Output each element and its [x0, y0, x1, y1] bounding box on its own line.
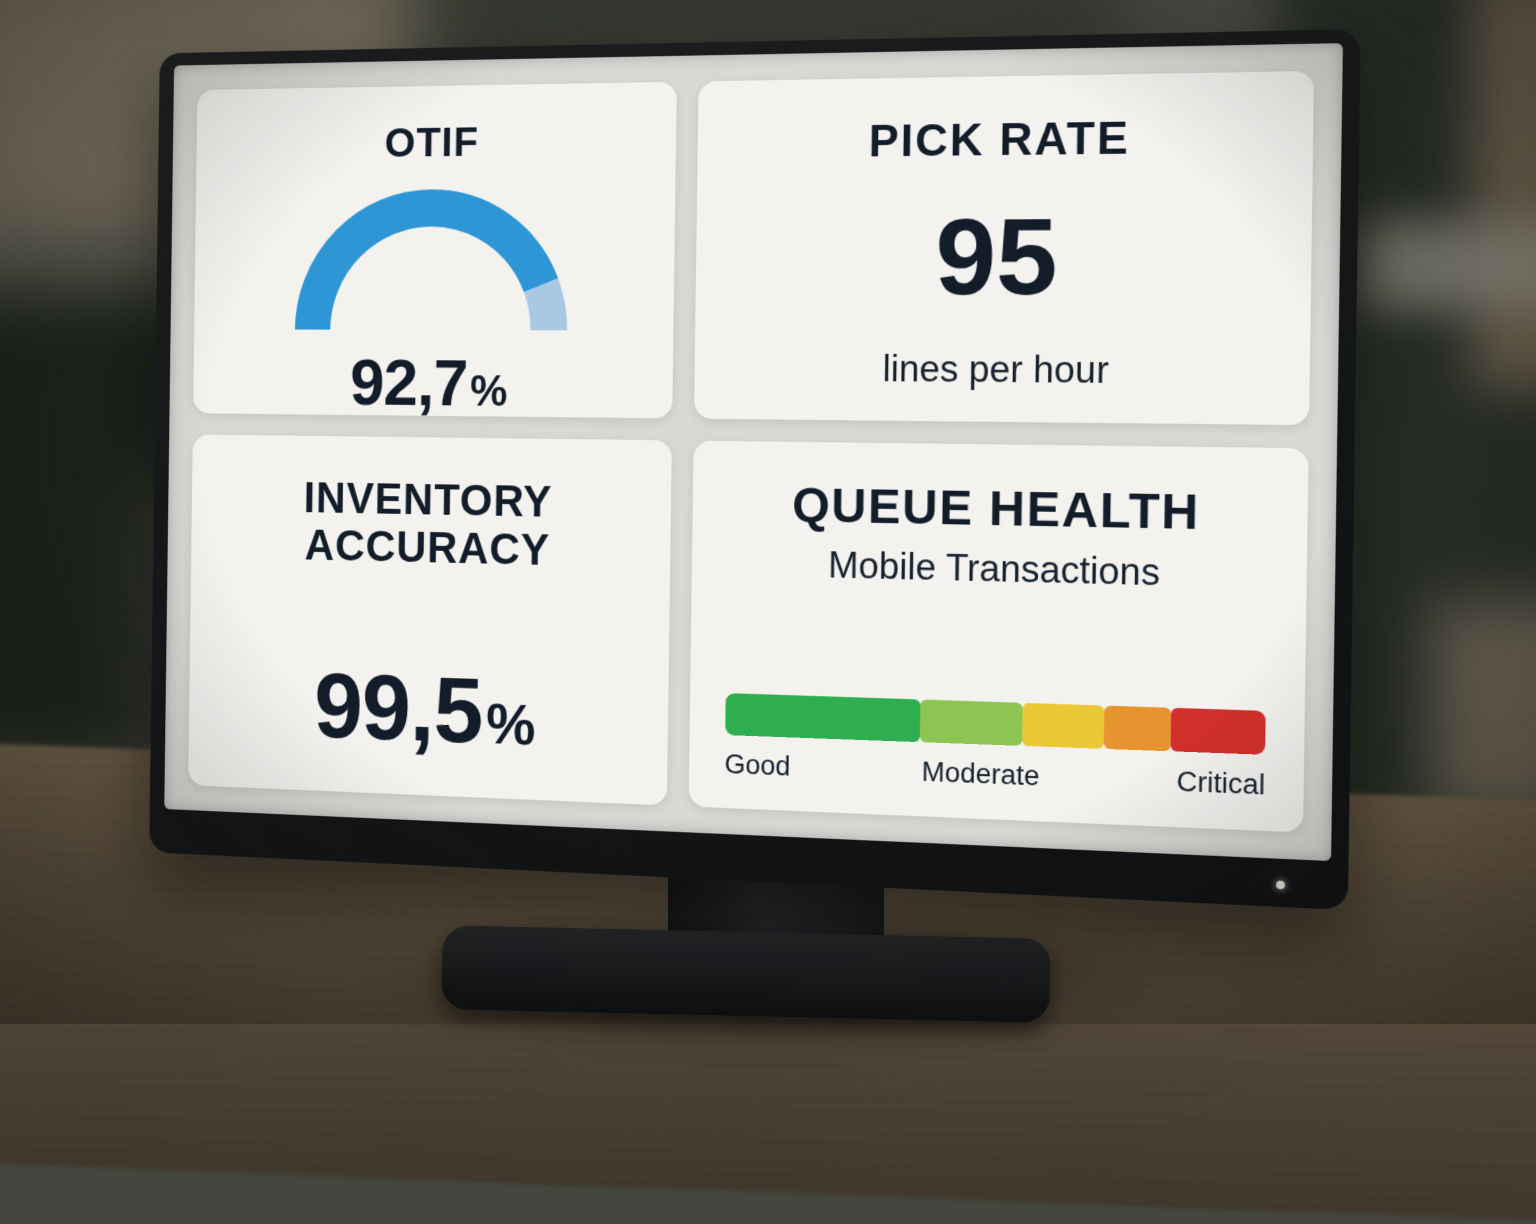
inventory-accuracy-title: INVENTORY ACCURACY — [303, 474, 553, 576]
queue-health-title: QUEUE HEALTH — [791, 479, 1201, 541]
scale-label-moderate: Moderate — [921, 756, 1040, 792]
scale-label-critical: Critical — [1176, 766, 1266, 801]
monitor: OTIF 92,7 % PICK RATE 95 lines per hour … — [149, 29, 1361, 911]
scale-segment-yellow — [1021, 702, 1105, 749]
dashboard-screen: OTIF 92,7 % PICK RATE 95 lines per hour … — [164, 43, 1343, 862]
scale-label-good: Good — [724, 749, 791, 782]
background-blur-shape — [1360, 220, 1536, 310]
scale-segment-light-green — [919, 699, 1023, 746]
card-inventory-accuracy: INVENTORY ACCURACY 99,5 % — [188, 434, 673, 806]
queue-health-subtitle: Mobile Transactions — [827, 544, 1161, 594]
background-blur-shape — [1430, 600, 1536, 820]
monitor-stand-base — [441, 925, 1051, 1023]
inventory-accuracy-number: 99,5 — [313, 654, 484, 763]
card-pick-rate: PICK RATE 95 lines per hour — [694, 70, 1315, 426]
otif-title: OTIF — [384, 118, 480, 166]
queue-health-scale: Good Moderate Critical — [724, 693, 1267, 802]
otif-gauge-fill — [312, 207, 550, 330]
pick-rate-subtitle: lines per hour — [882, 347, 1110, 392]
inventory-accuracy-value: 99,5 % — [314, 653, 537, 766]
pick-rate-title: PICK RATE — [868, 113, 1131, 167]
otif-value-number: 92,7 — [349, 346, 468, 420]
scale-segment-orange — [1103, 705, 1171, 752]
power-led-indicator — [1276, 880, 1285, 890]
scale-segment-good-green — [724, 693, 921, 743]
queue-scale-bar — [724, 693, 1267, 755]
inventory-accuracy-unit: % — [485, 692, 536, 758]
scale-segment-critical-red — [1170, 707, 1267, 755]
card-queue-health: QUEUE HEALTH Mobile Transactions Good Mo… — [688, 440, 1309, 833]
pick-rate-value: 95 — [934, 196, 1059, 318]
card-otif: OTIF 92,7 % — [193, 81, 678, 420]
background-blur-shape — [1470, 0, 1536, 390]
otif-value: 92,7 % — [350, 345, 508, 420]
otif-value-unit: % — [469, 367, 508, 416]
queue-scale-labels: Good Moderate Critical — [724, 749, 1265, 802]
otif-gauge: 92,7 % — [288, 180, 575, 420]
